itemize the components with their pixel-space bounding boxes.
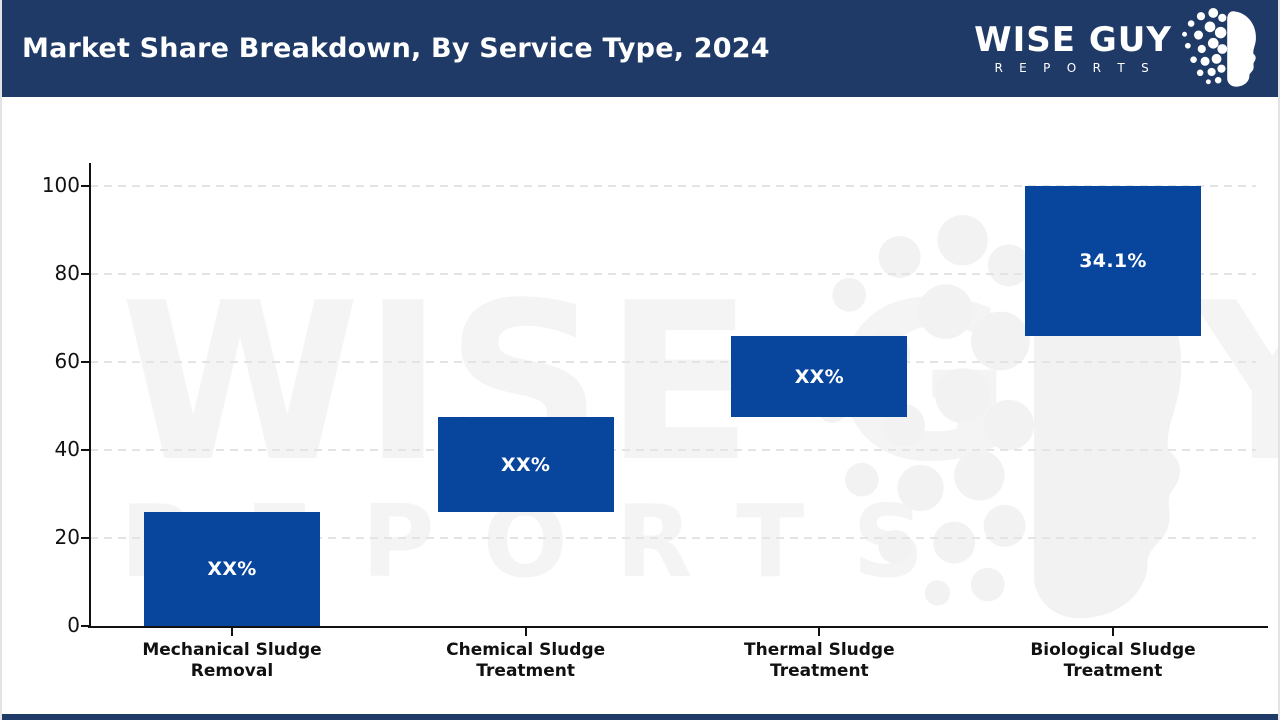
footer-bar — [2, 714, 1278, 720]
y-axis-line — [89, 163, 91, 628]
y-tick-label: 20 — [54, 525, 80, 549]
header-band: Market Share Breakdown, By Service Type,… — [2, 0, 1278, 97]
x-tick-mark — [231, 628, 233, 636]
bar-segment: XX% — [731, 336, 908, 417]
y-tick-label: 0 — [67, 613, 80, 637]
bar-segment: XX% — [144, 512, 320, 626]
category-label-line: Treatment — [1063, 661, 1163, 682]
category-label-line: Chemical Sludge — [446, 640, 606, 660]
category-label-line: Removal — [190, 661, 274, 682]
x-tick-mark — [818, 628, 821, 636]
category-label-line: Mechanical Sludge — [142, 640, 322, 660]
y-tick-label: 80 — [54, 261, 80, 285]
bar-value-label: XX% — [501, 453, 551, 476]
bar-segment: XX% — [437, 417, 614, 513]
bar-segment: 34.1% — [1025, 186, 1201, 337]
category-label: Mechanical Sludge Removal — [82, 640, 382, 683]
page-title: Market Share Breakdown, By Service Type,… — [22, 33, 770, 64]
y-tick-mark — [81, 449, 90, 451]
wise-guy-logo: WISE GUY R E P O R T S — [974, 7, 1260, 90]
logo-subtitle: R E P O R T S — [994, 60, 1156, 75]
category-label: Chemical Sludge Treatment — [376, 640, 676, 683]
bar-value-label: XX% — [207, 558, 257, 580]
y-tick-mark — [81, 273, 90, 275]
gridline — [90, 449, 1256, 451]
y-tick-label: 100 — [41, 173, 80, 197]
category-label-line: Thermal Sludge — [744, 640, 895, 660]
y-tick-label: 60 — [54, 349, 80, 373]
logo-text: WISE GUY R E P O R T S — [974, 23, 1172, 75]
category-label-line: Treatment — [769, 661, 869, 682]
x-axis-line — [88, 626, 1268, 628]
logo-head-icon — [1182, 7, 1256, 87]
category-label-line: Biological Sludge — [1030, 640, 1196, 660]
bar-value-label: XX% — [794, 365, 844, 388]
category-label: Biological Sludge Treatment — [963, 640, 1263, 683]
x-tick-mark — [1112, 628, 1114, 636]
y-tick-mark — [81, 625, 90, 627]
x-tick-mark — [524, 628, 527, 636]
y-tick-mark — [81, 361, 90, 363]
bar-value-label: 34.1% — [1079, 250, 1147, 273]
y-tick-mark — [81, 185, 90, 187]
gridline — [90, 361, 1256, 363]
y-tick-label: 40 — [54, 437, 80, 461]
y-tick-mark — [81, 537, 90, 539]
gridline — [90, 273, 1256, 275]
gridline — [90, 185, 1256, 187]
gridline — [90, 537, 1256, 539]
logo-wordmark: WISE GUY — [974, 19, 1172, 60]
category-label: Thermal Sludge Treatment — [669, 640, 969, 683]
category-label-line: Treatment — [476, 661, 576, 682]
